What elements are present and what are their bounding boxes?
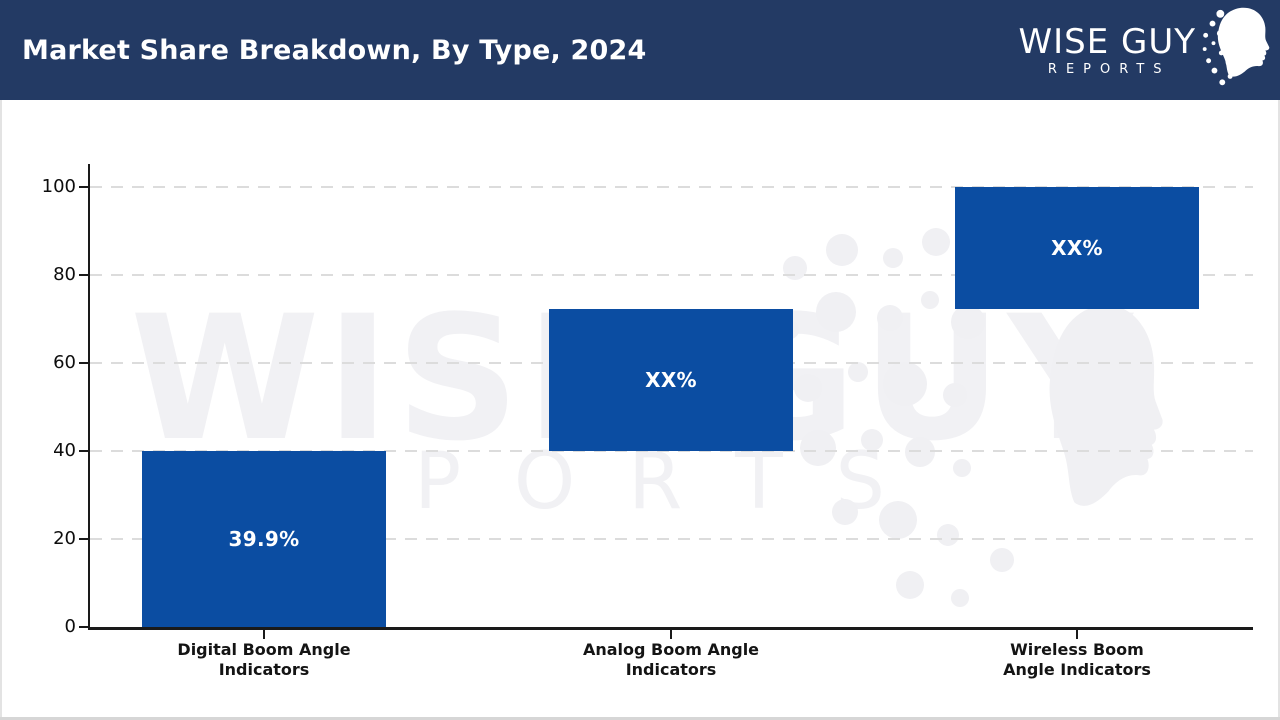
header-bar: Market Share Breakdown, By Type, 2024 WI… xyxy=(0,0,1280,100)
x-category-label-digital: Digital Boom Angle Indicators xyxy=(104,640,424,680)
page-border-right xyxy=(1278,100,1280,720)
y-tick-100 xyxy=(79,186,89,188)
category-line: Wireless Boom xyxy=(1010,640,1144,659)
gridline-80 xyxy=(90,274,1253,276)
gridline-100 xyxy=(90,186,1253,188)
page-border-left xyxy=(0,100,2,720)
gridline-20 xyxy=(90,538,1253,540)
y-tick-label-60: 60 xyxy=(53,352,76,373)
y-tick-80 xyxy=(79,274,89,276)
logo-subtitle: REPORTS xyxy=(1047,62,1171,77)
wise-guy-reports-logo: WISE GUY REPORTS xyxy=(1018,6,1272,94)
page-border-bottom xyxy=(0,717,1280,720)
x-category-label-analog: Analog Boom Angle Indicators xyxy=(511,640,831,680)
logo-head-profile-icon xyxy=(1202,7,1270,86)
x-axis-line xyxy=(88,627,1253,630)
y-tick-60 xyxy=(79,362,89,364)
y-tick-label-40: 40 xyxy=(53,440,76,461)
gridline-40 xyxy=(90,450,1253,452)
y-tick-40 xyxy=(79,450,89,452)
bar-value-label: XX% xyxy=(645,368,697,392)
y-tick-label-80: 80 xyxy=(53,264,76,285)
bar-value-label: XX% xyxy=(1051,236,1103,260)
bar-analog-boom-angle-indicators: XX% xyxy=(549,309,793,451)
category-line: Angle Indicators xyxy=(1003,660,1151,679)
category-line: Indicators xyxy=(218,660,310,679)
x-tick-3 xyxy=(1076,630,1078,639)
chart-area: WISE GUY R E P O R T S xyxy=(0,100,1280,720)
bar-wireless-boom-angle-indicators: XX% xyxy=(955,187,1199,309)
y-tick-label-0: 0 xyxy=(64,616,76,637)
logo-text: WISE GUY REPORTS xyxy=(1018,23,1196,77)
x-tick-2 xyxy=(670,630,672,639)
category-line: Digital Boom Angle xyxy=(177,640,351,659)
category-line: Analog Boom Angle xyxy=(582,640,760,659)
bar-value-label: 39.9% xyxy=(228,527,300,551)
y-axis-line xyxy=(88,164,90,630)
x-category-label-wireless: Wireless Boom Angle Indicators xyxy=(917,640,1237,680)
x-tick-1 xyxy=(263,630,265,639)
page-title: Market Share Breakdown, By Type, 2024 xyxy=(22,34,647,66)
category-line: Indicators xyxy=(625,660,717,679)
logo-wordmark: WISE GUY xyxy=(1018,22,1196,62)
y-tick-label-20: 20 xyxy=(53,528,76,549)
watermark-head-profile xyxy=(1049,304,1163,506)
y-tick-20 xyxy=(79,538,89,540)
y-tick-0 xyxy=(79,626,89,628)
y-tick-label-100: 100 xyxy=(41,176,76,197)
bar-digital-boom-angle-indicators: 39.9% xyxy=(142,451,386,627)
